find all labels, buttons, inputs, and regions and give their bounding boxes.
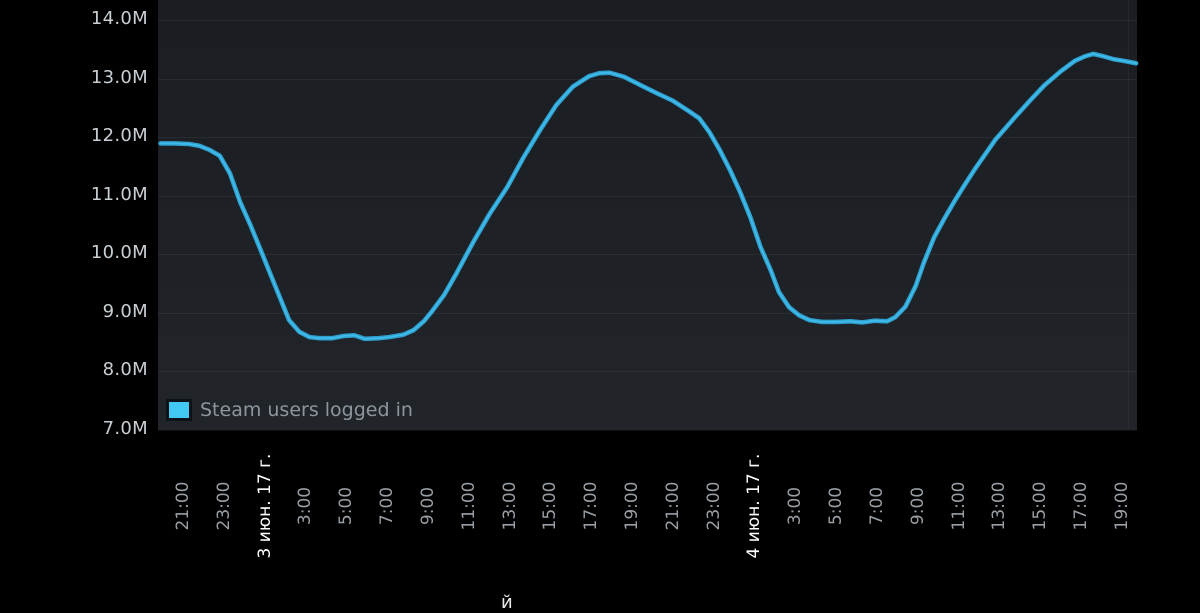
y-gridline — [158, 195, 1137, 197]
legend-item-steam-users[interactable]: Steam users logged in — [166, 398, 413, 422]
legend-swatch-icon — [166, 399, 192, 421]
y-axis-tick-label: 13.0M — [90, 66, 148, 88]
x-axis-tick-label: 23:00 — [213, 481, 234, 531]
x-axis-tick-label: 21:00 — [173, 481, 193, 531]
plot-area[interactable] — [158, 0, 1137, 431]
x-axis-tick-label: 5:00 — [826, 486, 847, 526]
x-axis-tick-label: 11:00 — [458, 481, 479, 531]
y-gridline — [158, 254, 1137, 255]
x-axis-tick-label: 3:00 — [785, 486, 806, 526]
y-axis-tick-label: 14.0M — [90, 8, 148, 29]
x-axis-date-label: 3 июн. 17 г. — [254, 453, 275, 559]
legend-label: Steam users logged in — [200, 399, 413, 421]
x-axis-tick-label: 19:00 — [621, 481, 642, 531]
y-gridline — [158, 429, 1137, 431]
y-gridline — [158, 137, 1137, 138]
x-axis-tick-label: 3:00 — [295, 486, 316, 526]
steam-stats-page: { "legend": { "label": "Steam users logg… — [90, 0, 1139, 613]
y-gridline — [158, 371, 1137, 372]
x-axis-tick-label: 17:00 — [1070, 481, 1091, 531]
y-axis-tick-label: 10.0M — [90, 242, 148, 263]
y-axis-tick-label: 11.0M — [90, 183, 148, 205]
x-axis-tick-label: 13:00 — [989, 481, 1010, 531]
x-axis-tick-label: 17:00 — [581, 481, 602, 531]
y-axis-tick-label: 9.0M — [102, 300, 148, 322]
x-gridline — [1128, 0, 1129, 430]
x-axis-tick-label: 11:00 — [948, 481, 969, 531]
x-axis-date-label: 4 июн. 17 г. — [744, 453, 765, 559]
y-gridline — [158, 20, 1137, 21]
x-axis-tick-label: 13:00 — [499, 481, 520, 531]
clipped-axis-text: й — [501, 592, 513, 613]
y-gridline — [158, 312, 1137, 314]
x-axis-tick-label: 9:00 — [417, 486, 438, 526]
x-axis-tick-label: 15:00 — [540, 481, 561, 531]
y-axis-tick-label: 7.0M — [102, 417, 148, 439]
x-axis-tick-label: 19:00 — [1111, 481, 1132, 531]
x-axis-tick-label: 5:00 — [336, 486, 357, 526]
x-axis-tick-label: 23:00 — [703, 481, 724, 531]
x-axis-tick-label: 7:00 — [377, 486, 398, 526]
y-gridline — [158, 78, 1137, 80]
y-axis-tick-label: 12.0M — [90, 125, 148, 146]
x-axis-tick-label: 7:00 — [866, 486, 887, 526]
x-axis-tick-label: 9:00 — [907, 486, 928, 526]
x-axis-tick-label: 15:00 — [1030, 481, 1051, 531]
y-axis-tick-label: 8.0M — [102, 359, 148, 380]
x-axis-tick-label: 21:00 — [662, 481, 683, 531]
